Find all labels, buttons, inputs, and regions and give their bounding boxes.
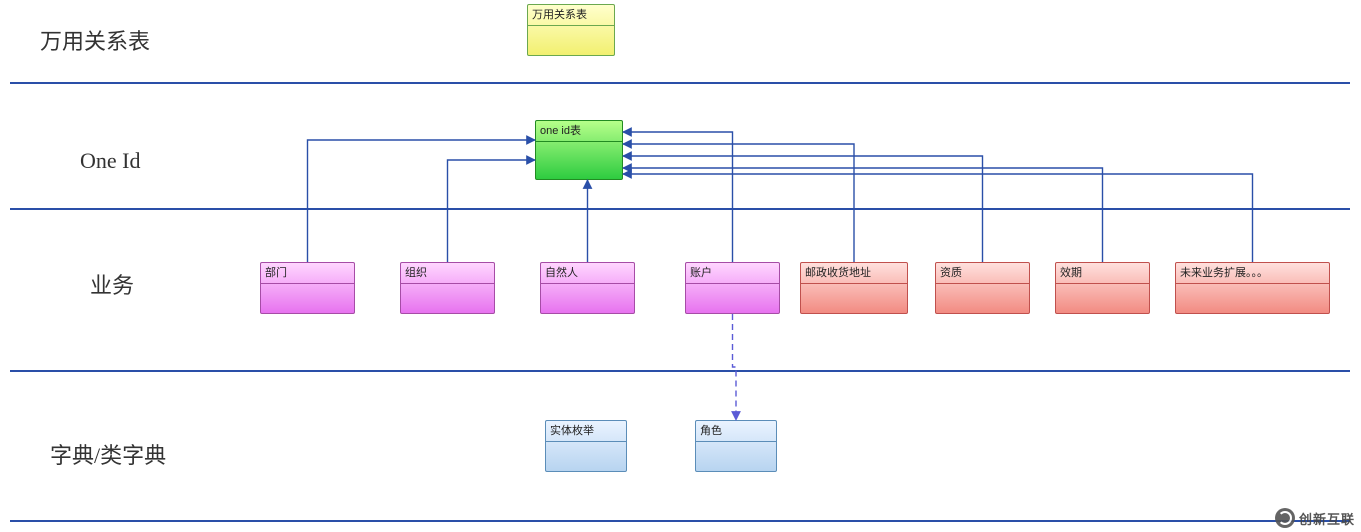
- row-label-universal: 万用关系表: [40, 24, 150, 56]
- row-label-oneid: One Id: [80, 148, 140, 174]
- entity-dept: 部门: [260, 262, 355, 314]
- entity-label: one id表: [536, 121, 622, 142]
- entity-label: 自然人: [541, 263, 634, 284]
- entity-org: 组织: [400, 262, 495, 314]
- row-label-dict: 字典/类字典: [50, 438, 166, 470]
- divider-1: [10, 82, 1350, 84]
- entity-account: 账户: [685, 262, 780, 314]
- entity-label: 角色: [696, 421, 776, 442]
- entity-label: 效期: [1056, 263, 1149, 284]
- entity-label: 组织: [401, 263, 494, 284]
- entity-qual: 资质: [935, 262, 1030, 314]
- entity-label: 未来业务扩展。。。: [1176, 263, 1329, 284]
- entity-enum: 实体枚举: [545, 420, 627, 472]
- divider-4: [10, 520, 1350, 522]
- entity-role: 角色: [695, 420, 777, 472]
- divider-2: [10, 208, 1350, 210]
- watermark: 创新互联: [1275, 508, 1355, 528]
- connector-layer: [0, 0, 1361, 532]
- entity-oneid: one id表: [535, 120, 623, 180]
- watermark-logo-icon: [1275, 508, 1295, 528]
- entity-validity: 效期: [1055, 262, 1150, 314]
- entity-universal: 万用关系表: [527, 4, 615, 56]
- row-label-business: 业务: [90, 268, 134, 300]
- diagram-canvas: { "rows":{ "r1":{"label":"万用关系表","label_…: [0, 0, 1361, 532]
- entity-label: 邮政收货地址: [801, 263, 907, 284]
- entity-future: 未来业务扩展。。。: [1175, 262, 1330, 314]
- entity-label: 账户: [686, 263, 779, 284]
- entity-label: 万用关系表: [528, 5, 614, 26]
- entity-addr: 邮政收货地址: [800, 262, 908, 314]
- entity-label: 资质: [936, 263, 1029, 284]
- entity-person: 自然人: [540, 262, 635, 314]
- watermark-text: 创新互联: [1299, 509, 1355, 528]
- divider-3: [10, 370, 1350, 372]
- entity-label: 实体枚举: [546, 421, 626, 442]
- entity-label: 部门: [261, 263, 354, 284]
